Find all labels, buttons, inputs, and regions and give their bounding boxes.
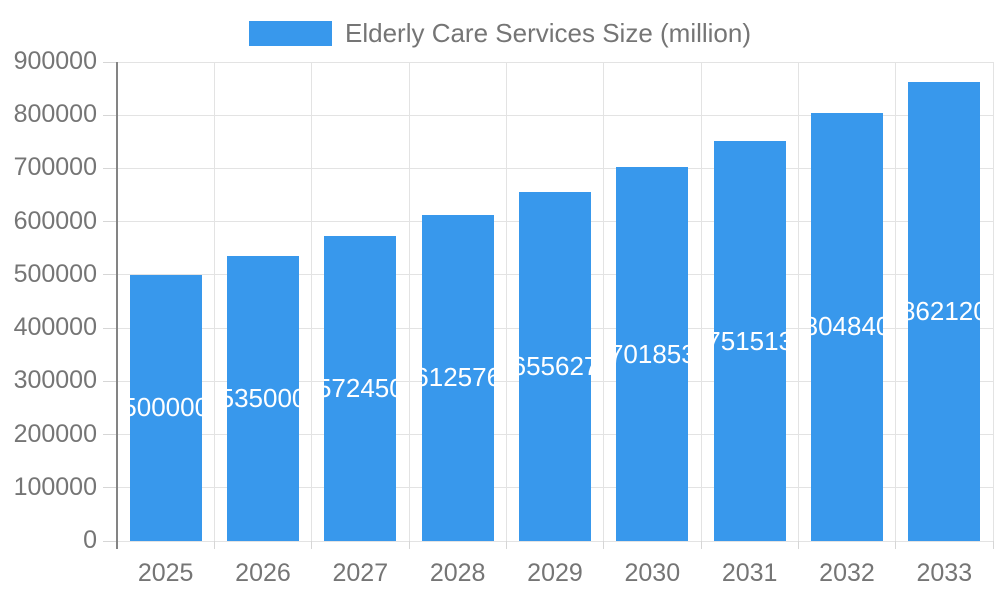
bar-2028[interactable]: 612576 [421,214,494,541]
gridline-vertical [408,62,410,541]
bar-2031[interactable]: 751513 [713,141,786,541]
y-axis-tick-label: 900000 [13,47,97,75]
y-axis-tick-label: 800000 [13,100,97,129]
x-axis-tick [895,541,897,549]
gridline-vertical [797,62,799,541]
gridline-vertical [992,62,994,541]
bar-value-label: 572450 [324,373,396,404]
x-axis-label-2027: 2027 [332,559,389,587]
x-axis-label-2031: 2031 [721,559,778,587]
gridline-vertical [505,62,507,541]
gridline-vertical [700,62,702,541]
chart-legend: Elderly Care Services Size (million) [0,18,1000,49]
y-axis-tick-label: 300000 [13,366,97,395]
gridline-vertical [603,62,605,541]
x-axis-label-2033: 2033 [916,559,973,587]
bar-value-label: 862120 [908,296,980,327]
x-axis-label-2032: 2032 [819,559,875,587]
bar-2027[interactable]: 572450 [324,236,397,541]
bar-2033[interactable]: 862120 [908,82,981,541]
x-axis-tick [213,541,215,549]
legend-series-label: Elderly Care Services Size (million) [345,18,751,48]
x-axis-tick [700,541,702,549]
y-axis-tick [103,167,117,169]
gridline-vertical [213,62,215,541]
x-axis-label-2026: 2026 [235,559,291,587]
bar-value-label: 751513 [714,325,786,356]
y-axis-tick [103,114,117,116]
bar-2030[interactable]: 701853 [616,167,689,541]
x-axis-tick [505,541,507,549]
y-axis-tick [103,540,117,542]
x-axis-label-2025: 2025 [137,559,194,587]
legend-color-swatch [249,21,332,46]
y-axis-tick [103,327,117,329]
bar-value-label: 612576 [422,362,494,393]
y-axis-tick-label: 400000 [13,313,97,342]
x-axis-label-2029: 2029 [527,559,583,587]
y-axis-tick-label: 200000 [13,419,97,448]
x-axis-tick [603,541,605,549]
y-axis-tick-label: 700000 [13,153,97,182]
x-axis-tick [311,541,313,549]
y-axis-tick [103,274,117,276]
bar-2025[interactable]: 500000 [129,274,202,541]
y-axis-tick [103,487,117,489]
y-axis-tick-label: 0 [83,526,97,554]
bar-value-label: 804840 [811,311,883,342]
y-axis-tick-label: 100000 [13,472,97,501]
gridline-horizontal [117,540,993,542]
y-axis-line [116,62,118,549]
bar-2026[interactable]: 535000 [227,256,299,541]
bar-value-label: 655627 [519,351,591,382]
bar-2032[interactable]: 804840 [811,112,883,541]
x-axis-tick [992,541,994,549]
y-axis-tick [103,380,117,382]
gridline-horizontal [117,167,993,169]
y-axis-tick [103,434,117,436]
y-axis-tick-label: 500000 [13,259,97,288]
y-axis-tick [103,61,117,63]
y-axis-tick-label: 600000 [13,206,97,235]
bar-value-label: 500000 [130,392,202,423]
y-axis-tick [103,221,117,223]
x-axis-tick [408,541,410,549]
gridline-horizontal [117,61,993,63]
gridline-horizontal [117,114,993,116]
x-axis-label-2030: 2030 [624,559,681,587]
bar-value-label: 701853 [616,338,688,369]
x-axis-tick [797,541,799,549]
bar-value-label: 535000 [227,383,299,414]
bar-2029[interactable]: 655627 [519,192,591,541]
gridline-vertical [311,62,313,541]
x-axis-label-2028: 2028 [429,559,486,587]
gridline-vertical [895,62,897,541]
